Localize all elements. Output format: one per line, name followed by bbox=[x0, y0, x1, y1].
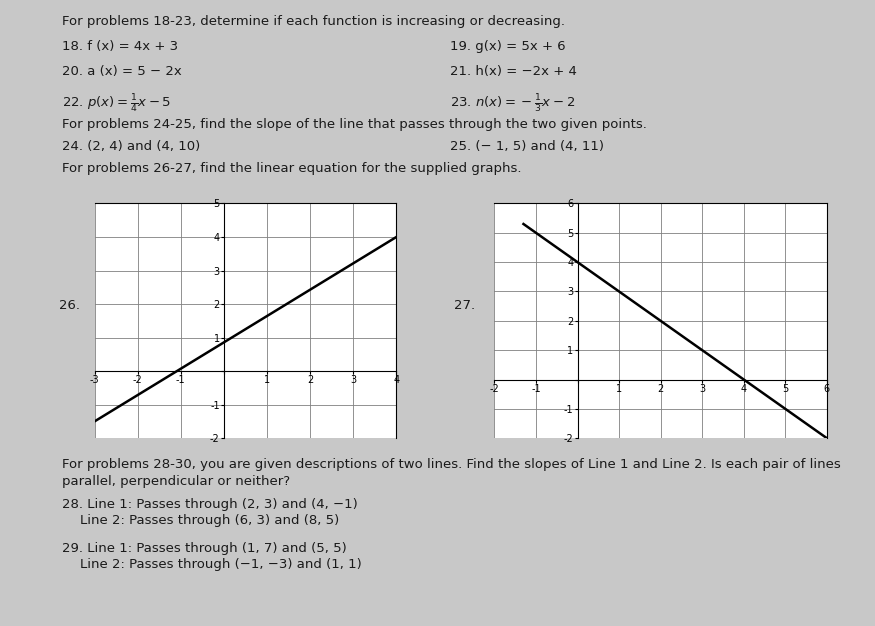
Text: Line 2: Passes through (6, 3) and (8, 5): Line 2: Passes through (6, 3) and (8, 5) bbox=[80, 514, 340, 527]
Text: 24. (2, 4) and (4, 10): 24. (2, 4) and (4, 10) bbox=[62, 140, 200, 153]
Text: 20. a (x) = 5 − 2x: 20. a (x) = 5 − 2x bbox=[62, 65, 182, 78]
Text: 19. g(x) = 5x + 6: 19. g(x) = 5x + 6 bbox=[450, 40, 565, 53]
Text: For problems 18-23, determine if each function is increasing or decreasing.: For problems 18-23, determine if each fu… bbox=[62, 15, 565, 28]
Text: 22. $p(x) = \frac{1}{4}x - 5$: 22. $p(x) = \frac{1}{4}x - 5$ bbox=[62, 93, 172, 115]
Text: 25. (− 1, 5) and (4, 11): 25. (− 1, 5) and (4, 11) bbox=[450, 140, 604, 153]
Text: 26.: 26. bbox=[60, 299, 80, 312]
Text: parallel, perpendicular or neither?: parallel, perpendicular or neither? bbox=[62, 475, 290, 488]
Text: For problems 26-27, find the linear equation for the supplied graphs.: For problems 26-27, find the linear equa… bbox=[62, 162, 522, 175]
Text: For problems 28-30, you are given descriptions of two lines. Find the slopes of : For problems 28-30, you are given descri… bbox=[62, 458, 841, 471]
Text: 29. Line 1: Passes through (1, 7) and (5, 5): 29. Line 1: Passes through (1, 7) and (5… bbox=[62, 542, 346, 555]
Text: Line 2: Passes through (−1, −3) and (1, 1): Line 2: Passes through (−1, −3) and (1, … bbox=[80, 558, 361, 571]
Text: 18. f (x) = 4x + 3: 18. f (x) = 4x + 3 bbox=[62, 40, 178, 53]
Text: For problems 24-25, find the slope of the line that passes through the two given: For problems 24-25, find the slope of th… bbox=[62, 118, 647, 131]
Text: 23. $n(x) = -\frac{1}{3}x - 2$: 23. $n(x) = -\frac{1}{3}x - 2$ bbox=[450, 93, 575, 115]
Text: 28. Line 1: Passes through (2, 3) and (4, −1): 28. Line 1: Passes through (2, 3) and (4… bbox=[62, 498, 358, 511]
Text: 27.: 27. bbox=[454, 299, 475, 312]
Text: 21. h(x) = −2x + 4: 21. h(x) = −2x + 4 bbox=[450, 65, 577, 78]
